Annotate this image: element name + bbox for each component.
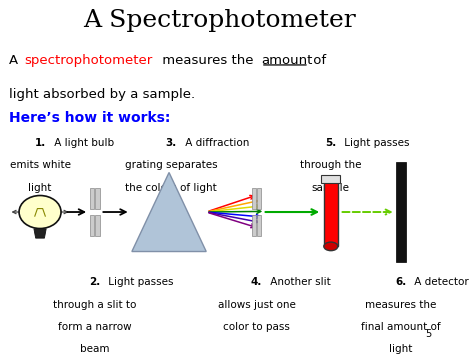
Bar xyxy=(324,178,338,246)
Text: emits white: emits white xyxy=(9,160,71,170)
Text: Light passes: Light passes xyxy=(341,138,410,148)
Text: spectrophotometer: spectrophotometer xyxy=(25,54,153,67)
Text: sample: sample xyxy=(312,183,350,193)
Text: through the: through the xyxy=(300,160,362,170)
Polygon shape xyxy=(34,229,46,238)
Ellipse shape xyxy=(324,242,338,251)
Text: beam: beam xyxy=(80,344,109,354)
Bar xyxy=(395,162,406,262)
Text: 5.: 5. xyxy=(325,138,337,148)
Bar xyxy=(252,215,256,236)
Text: 4.: 4. xyxy=(251,277,262,287)
Text: 6.: 6. xyxy=(395,277,406,287)
Bar xyxy=(257,215,261,236)
Text: measures the: measures the xyxy=(365,300,437,310)
Text: form a narrow: form a narrow xyxy=(58,322,131,332)
Text: amount: amount xyxy=(261,54,312,67)
Text: A detector: A detector xyxy=(411,277,469,287)
Text: 3.: 3. xyxy=(165,138,177,148)
Text: Here’s how it works:: Here’s how it works: xyxy=(9,111,171,125)
Text: A Spectrophotometer: A Spectrophotometer xyxy=(83,9,355,32)
Text: measures the: measures the xyxy=(158,54,258,67)
Bar xyxy=(90,188,94,209)
Text: light: light xyxy=(389,344,412,354)
Bar xyxy=(321,175,340,183)
Text: A diffraction: A diffraction xyxy=(182,138,249,148)
Bar xyxy=(95,215,100,236)
Text: 1.: 1. xyxy=(35,138,46,148)
Text: A: A xyxy=(9,54,23,67)
Bar xyxy=(257,188,261,209)
Polygon shape xyxy=(132,173,206,252)
Text: through a slit to: through a slit to xyxy=(53,300,137,310)
Text: the colors of light: the colors of light xyxy=(125,183,217,193)
Bar xyxy=(95,188,100,209)
Text: grating separates: grating separates xyxy=(125,160,218,170)
Text: Another slit: Another slit xyxy=(267,277,331,287)
Text: light: light xyxy=(28,183,52,193)
Text: Light passes: Light passes xyxy=(105,277,173,287)
Text: light absorbed by a sample.: light absorbed by a sample. xyxy=(9,88,196,101)
Text: 5: 5 xyxy=(425,329,431,339)
Bar xyxy=(90,215,94,236)
Text: color to pass: color to pass xyxy=(223,322,290,332)
Text: A light bulb: A light bulb xyxy=(51,138,114,148)
Text: 2.: 2. xyxy=(89,277,100,287)
Text: allows just one: allows just one xyxy=(218,300,295,310)
Circle shape xyxy=(19,196,61,229)
Text: of: of xyxy=(309,54,326,67)
Bar xyxy=(252,188,256,209)
Text: final amount of: final amount of xyxy=(361,322,441,332)
